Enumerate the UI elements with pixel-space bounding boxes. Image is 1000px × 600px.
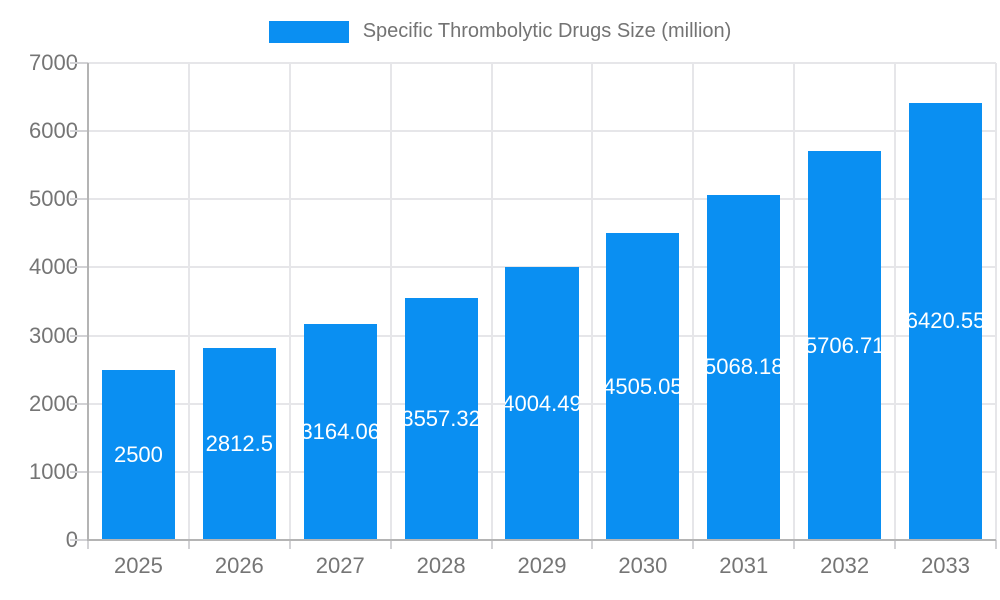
y-axis-tick (70, 470, 88, 473)
v-gridline (389, 63, 392, 540)
v-gridline (288, 63, 291, 540)
v-gridline (591, 63, 594, 540)
bar[interactable]: 4505.05 (606, 233, 680, 540)
x-axis-tick-label: 2033 (921, 553, 971, 578)
bar-slot: 2500 (88, 63, 189, 540)
bar-value-label: 4004.49 (505, 390, 579, 416)
y-axis-tick-label: 6000 (29, 118, 78, 144)
bar-value-label: 6420.55 (908, 308, 983, 334)
h-gridline (88, 130, 996, 133)
bar[interactable]: 6420.55 (908, 102, 983, 540)
bar-value-label: 5706.71 (808, 332, 882, 358)
v-gridline (490, 63, 493, 540)
x-axis-tick-label: 2028 (416, 553, 466, 578)
bar-slot: 5706.71 (794, 63, 895, 540)
v-gridline (692, 63, 695, 540)
plot-area: 2500 2812.5 3164.06 3557.32 4004.49 4505.05 50… (87, 62, 997, 541)
y-axis-tick (70, 334, 88, 337)
y-axis-tick (70, 62, 88, 64)
bar-slot: 4505.05 (592, 63, 693, 540)
v-gridline (995, 63, 997, 540)
chart-legend: Specific Thrombolytic Drugs Size (millio… (0, 20, 1000, 43)
bar-slot: 2812.5 (189, 63, 290, 540)
v-gridline (187, 63, 190, 540)
x-axis-tick-label: 2029 (517, 553, 567, 578)
bar-slot: 4004.49 (492, 63, 593, 540)
v-gridline (894, 63, 897, 540)
x-axis-tick (692, 540, 695, 549)
bar[interactable]: 5068.18 (707, 194, 781, 540)
bar-value-label: 2500 (113, 441, 163, 467)
y-axis-tick-label: 2000 (29, 390, 78, 416)
bar-value-label: 4505.05 (606, 373, 680, 399)
legend-swatch-icon (268, 20, 349, 43)
x-axis-tick-label: 2030 (618, 553, 668, 578)
x-axis-tick (87, 540, 89, 549)
bar-slot: 6420.55 (895, 63, 996, 540)
bar-value-label: 2812.5 (205, 431, 273, 457)
y-axis-tick (70, 539, 88, 541)
bar[interactable]: 5706.71 (808, 151, 882, 540)
bar[interactable]: 4004.49 (505, 267, 579, 540)
x-axis-tick (995, 540, 997, 549)
y-axis-tick-label: 1000 (29, 458, 78, 484)
y-axis-tick (70, 266, 88, 269)
bar-slot: 5068.18 (693, 63, 794, 540)
legend-label: Specific Thrombolytic Drugs Size (millio… (362, 20, 732, 42)
y-axis-tick-label: 5000 (29, 186, 78, 212)
x-axis-tick (187, 540, 190, 549)
bar-value-label: 5068.18 (707, 354, 781, 380)
x-axis-tick (793, 540, 796, 549)
h-gridline (88, 62, 996, 64)
bar-slot: 3557.32 (391, 63, 492, 540)
bar[interactable]: 2812.5 (202, 348, 276, 540)
y-axis-line (87, 63, 89, 540)
bar[interactable]: 3164.06 (303, 324, 377, 540)
y-axis-tick (70, 402, 88, 405)
x-axis-tick (894, 540, 897, 549)
bar-value-label: 3164.06 (303, 419, 377, 445)
y-axis-tick-label: 4000 (29, 254, 78, 280)
x-axis-tick (591, 540, 594, 549)
x-axis-tick-label: 2031 (719, 553, 769, 578)
y-axis-tick-label: 3000 (29, 322, 78, 348)
x-axis-tick-label: 2027 (315, 553, 365, 578)
h-gridline (88, 198, 996, 201)
bar[interactable]: 3557.32 (404, 297, 478, 540)
bar[interactable]: 2500 (101, 369, 175, 540)
x-axis-line (87, 539, 996, 541)
y-axis-tick-label: 0 (65, 527, 78, 552)
x-axis-tick-label: 2032 (820, 553, 870, 578)
x-axis-tick (288, 540, 291, 549)
y-axis-tick-label: 7000 (29, 50, 78, 75)
v-gridline (793, 63, 796, 540)
x-axis-tick-label: 2026 (214, 553, 264, 578)
y-axis-tick (70, 130, 88, 133)
x-axis-tick-label: 2025 (113, 553, 163, 578)
x-axis-tick (389, 540, 392, 549)
bar-slot: 3164.06 (290, 63, 391, 540)
y-axis-tick (70, 198, 88, 201)
x-axis-tick (490, 540, 493, 549)
bar-value-label: 3557.32 (404, 405, 478, 431)
